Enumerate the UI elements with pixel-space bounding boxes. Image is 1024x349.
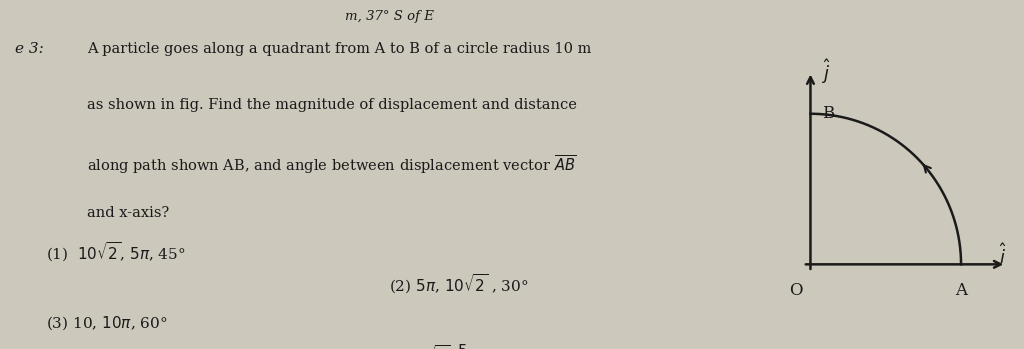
Text: (2) $5\pi$, $10\sqrt{2}$ , 30°: (2) $5\pi$, $10\sqrt{2}$ , 30° <box>389 272 528 296</box>
Text: A particle goes along a quadrant from A to B of a circle radius 10 m: A particle goes along a quadrant from A … <box>87 42 592 56</box>
Text: O: O <box>788 282 802 299</box>
Text: (3) 10, $10\pi$, 60°: (3) 10, $10\pi$, 60° <box>46 314 168 332</box>
Text: along path shown AB, and angle between displacement vector $\overline{AB}$: along path shown AB, and angle between d… <box>87 154 577 176</box>
Text: m, 37° S of E: m, 37° S of E <box>345 10 433 23</box>
Text: as shown in fig. Find the magnitude of displacement and distance: as shown in fig. Find the magnitude of d… <box>87 98 577 112</box>
Text: A: A <box>955 282 967 299</box>
Text: e 3:: e 3: <box>15 42 44 56</box>
Text: $\hat{j}$: $\hat{j}$ <box>821 57 830 86</box>
Text: B: B <box>822 105 835 122</box>
Text: (4) $5\sqrt{2}$, $\dfrac{5}{\pi}$, 45°: (4) $5\sqrt{2}$, $\dfrac{5}{\pi}$, 45° <box>389 342 507 349</box>
Text: (1)  $10\sqrt{2}$, $5\pi$, 45°: (1) $10\sqrt{2}$, $5\pi$, 45° <box>46 241 185 265</box>
Text: $\hat{i}$: $\hat{i}$ <box>999 243 1008 268</box>
Text: and x-axis?: and x-axis? <box>87 206 169 220</box>
